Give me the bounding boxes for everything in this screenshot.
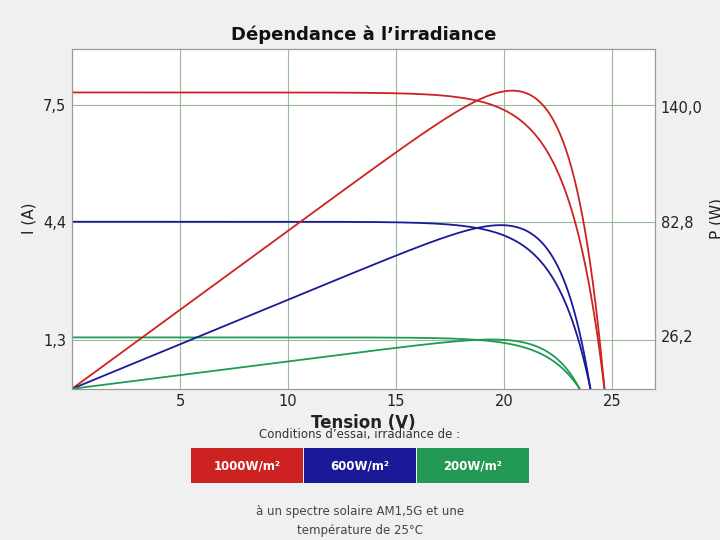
Title: Dépendance à l’irradiance: Dépendance à l’irradiance xyxy=(231,26,496,44)
Text: Conditions d’essai, irradiance de :: Conditions d’essai, irradiance de : xyxy=(259,428,461,441)
X-axis label: Tension (V): Tension (V) xyxy=(311,414,416,431)
Y-axis label: I (A): I (A) xyxy=(22,203,36,234)
Text: à un spectre solaire AM1,5G et une
température de 25°C: à un spectre solaire AM1,5G et une tempé… xyxy=(256,505,464,537)
Text: 600W/m²: 600W/m² xyxy=(330,459,390,472)
Text: 1000W/m²: 1000W/m² xyxy=(213,459,281,472)
Text: 200W/m²: 200W/m² xyxy=(444,459,503,472)
Y-axis label: P (W): P (W) xyxy=(710,198,720,239)
